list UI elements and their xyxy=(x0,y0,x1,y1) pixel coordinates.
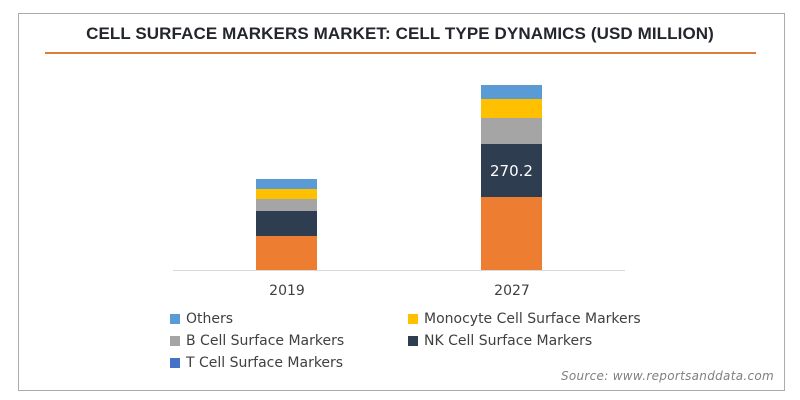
bar-segment-others-2027 xyxy=(481,85,542,100)
bar-segment-monocyte-cell-surface-markers-2019 xyxy=(256,189,317,200)
legend-swatch-t-cell-surface-markers xyxy=(170,357,180,368)
source-attribution: Source: www.reportsanddata.com xyxy=(560,369,774,383)
bar-segment-nk-cell-surface-markers-2027: 270.2 xyxy=(481,144,542,198)
title-underline-rule xyxy=(45,52,756,54)
legend-swatch-monocyte-cell-surface-markers xyxy=(408,313,418,324)
legend-swatch-nk-cell-surface-markers xyxy=(408,335,418,346)
chart-frame xyxy=(18,13,785,391)
bar-segment-nk-cell-surface-markers-2019 xyxy=(256,211,317,237)
bar-segment-t-cell-surface-markers-2027 xyxy=(481,197,542,270)
bar-data-label: 270.2 xyxy=(490,161,533,180)
bar-segment-b-cell-surface-markers-2027 xyxy=(481,118,542,145)
legend-label-b-cell-surface-markers: B Cell Surface Markers xyxy=(186,332,345,349)
legend-swatch-b-cell-surface-markers xyxy=(170,335,180,346)
x-tick-label-2027: 2027 xyxy=(494,283,530,299)
legend-item-monocyte-cell-surface-markers: Monocyte Cell Surface Markers xyxy=(408,310,641,327)
bar-segment-b-cell-surface-markers-2019 xyxy=(256,199,317,212)
legend-item-nk-cell-surface-markers: NK Cell Surface Markers xyxy=(408,332,641,349)
legend-swatch-others xyxy=(170,313,180,324)
stacked-bar-2027: 270.2 xyxy=(481,85,542,270)
legend-label-others: Others xyxy=(186,310,234,327)
bar-segment-others-2019 xyxy=(256,179,317,190)
legend-item-others: Others xyxy=(170,310,408,327)
legend-label-t-cell-surface-markers: T Cell Surface Markers xyxy=(186,354,344,371)
stacked-bar-2019 xyxy=(256,179,317,270)
legend-item-b-cell-surface-markers: B Cell Surface Markers xyxy=(170,332,408,349)
legend-label-nk-cell-surface-markers: NK Cell Surface Markers xyxy=(424,332,593,349)
bar-segment-t-cell-surface-markers-2019 xyxy=(256,236,317,270)
bar-segment-monocyte-cell-surface-markers-2027 xyxy=(481,99,542,119)
x-tick-label-2019: 2019 xyxy=(269,283,305,299)
chart-title: CELL SURFACE MARKERS MARKET: CELL TYPE D… xyxy=(86,24,714,43)
legend-label-monocyte-cell-surface-markers: Monocyte Cell Surface Markers xyxy=(424,310,641,327)
chart-legend: Others Monocyte Cell Surface Markers B Cel… xyxy=(170,310,641,371)
x-axis-line xyxy=(173,270,625,271)
legend-item-t-cell-surface-markers: T Cell Surface Markers xyxy=(170,354,408,371)
